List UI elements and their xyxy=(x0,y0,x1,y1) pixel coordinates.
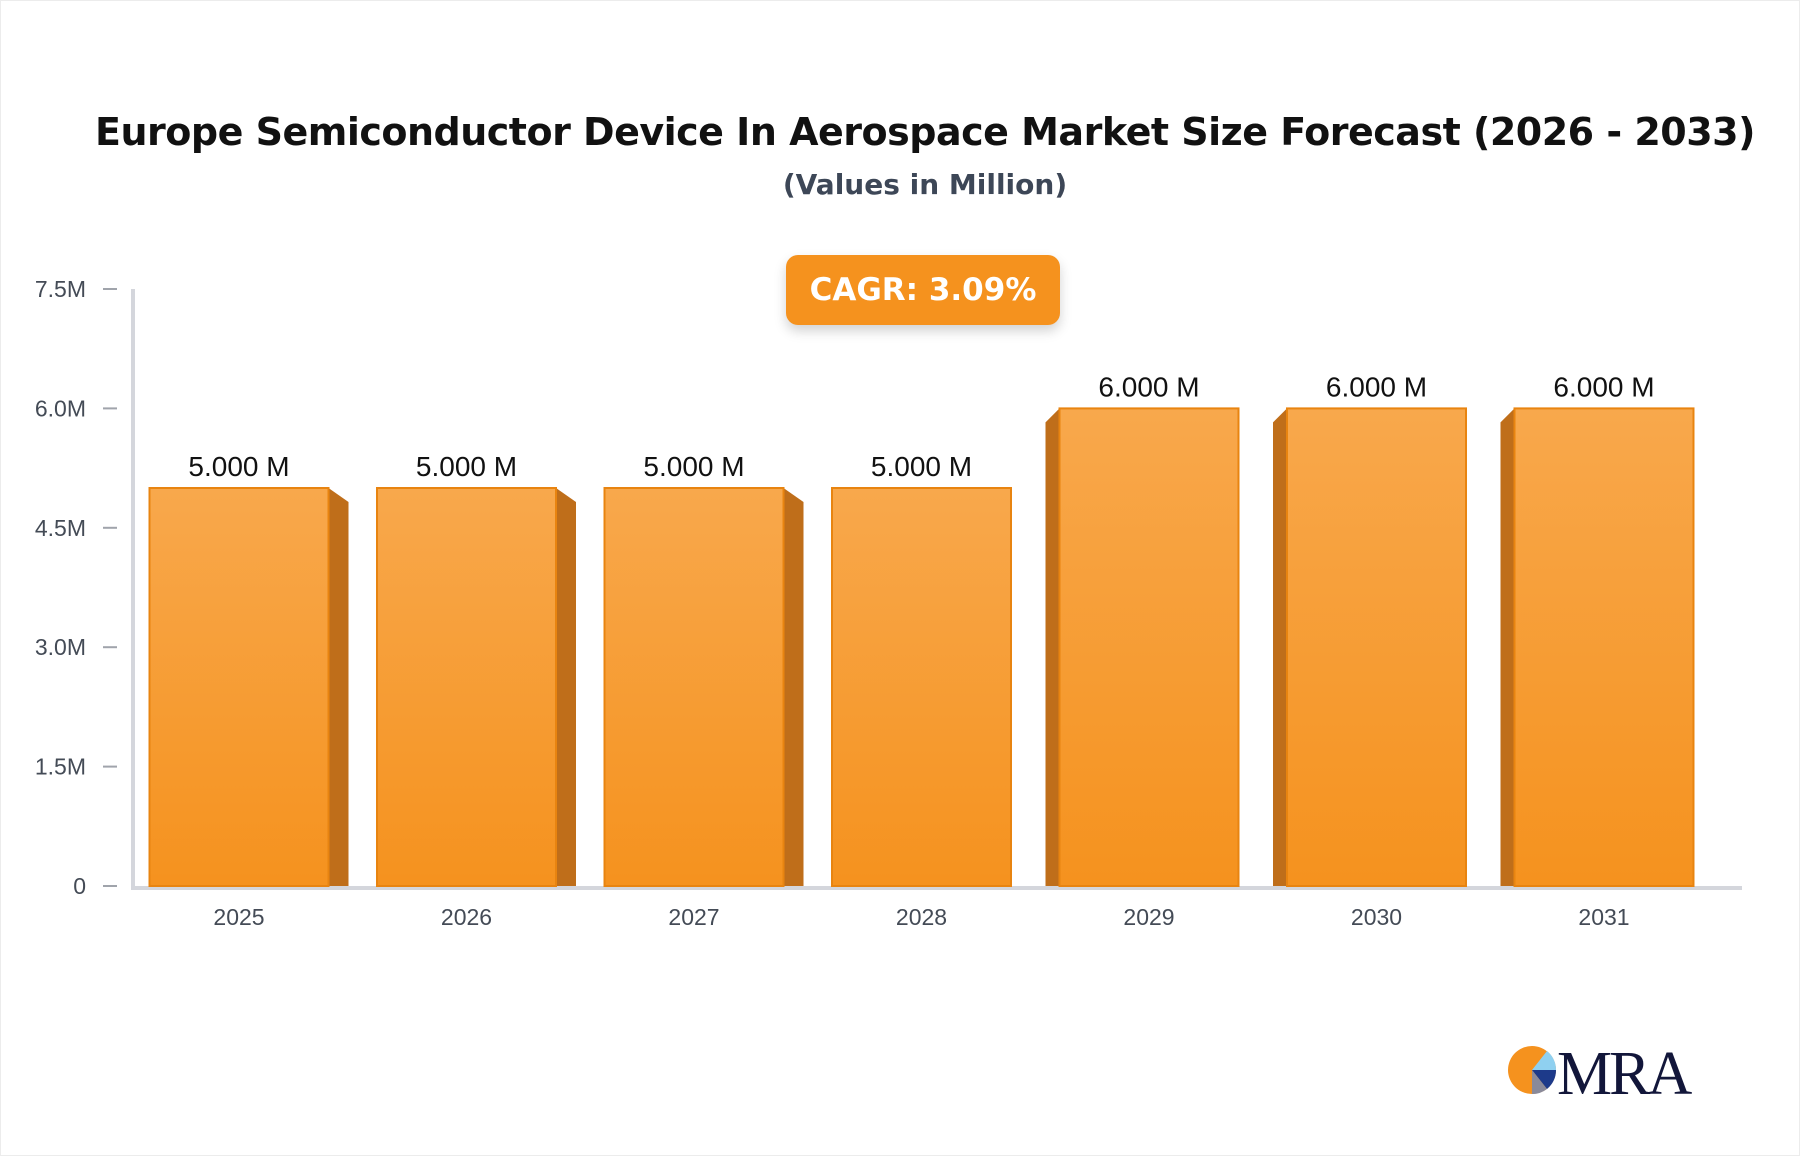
bar-2030 xyxy=(1286,407,1467,887)
bar-side xyxy=(783,488,804,886)
svg-text:MRA: MRA xyxy=(1557,1040,1692,1100)
data-label: 5.000 M xyxy=(416,451,517,482)
bar-2031 xyxy=(1513,407,1695,887)
y-tick-label: 4.5M xyxy=(35,515,86,541)
y-tick-label: 7.5M xyxy=(35,276,86,302)
y-tick-label: 0 xyxy=(73,873,86,899)
bar-side xyxy=(328,488,349,886)
bar-side xyxy=(1273,408,1287,886)
x-tick-label: 2028 xyxy=(896,904,947,930)
y-tick-label: 1.5M xyxy=(35,754,86,780)
data-label: 6.000 M xyxy=(1098,371,1199,402)
x-tick-label: 2029 xyxy=(1123,904,1174,930)
bar-2027 xyxy=(603,487,785,887)
bar-2028 xyxy=(831,487,1012,887)
data-label: 5.000 M xyxy=(871,451,972,482)
data-label: 5.000 M xyxy=(643,451,744,482)
data-label: 6.000 M xyxy=(1553,371,1654,402)
bar-2025 xyxy=(148,487,330,887)
chart-subtitle: (Values in Million) xyxy=(782,168,1068,201)
mra-logo: MRA xyxy=(1508,1040,1695,1100)
x-tick-label: 2030 xyxy=(1351,904,1402,930)
y-tick-label: 6.0M xyxy=(35,395,86,421)
data-label: 5.000 M xyxy=(188,451,289,482)
x-tick-label: 2026 xyxy=(441,904,492,930)
bar-2029 xyxy=(1058,407,1240,887)
bar-side xyxy=(1500,408,1515,886)
cagr-badge: CAGR: 3.09% xyxy=(786,255,1060,325)
bar-2026 xyxy=(376,487,557,887)
bar-side xyxy=(1045,408,1060,886)
chart-title: Europe Semiconductor Device In Aerospace… xyxy=(95,110,1755,154)
x-tick-label: 2031 xyxy=(1578,904,1629,930)
x-tick-label: 2025 xyxy=(213,904,264,930)
x-tick-label: 2027 xyxy=(668,904,719,930)
y-tick-label: 3.0M xyxy=(35,634,86,660)
data-label: 6.000 M xyxy=(1326,371,1427,402)
bar-side xyxy=(556,488,576,886)
